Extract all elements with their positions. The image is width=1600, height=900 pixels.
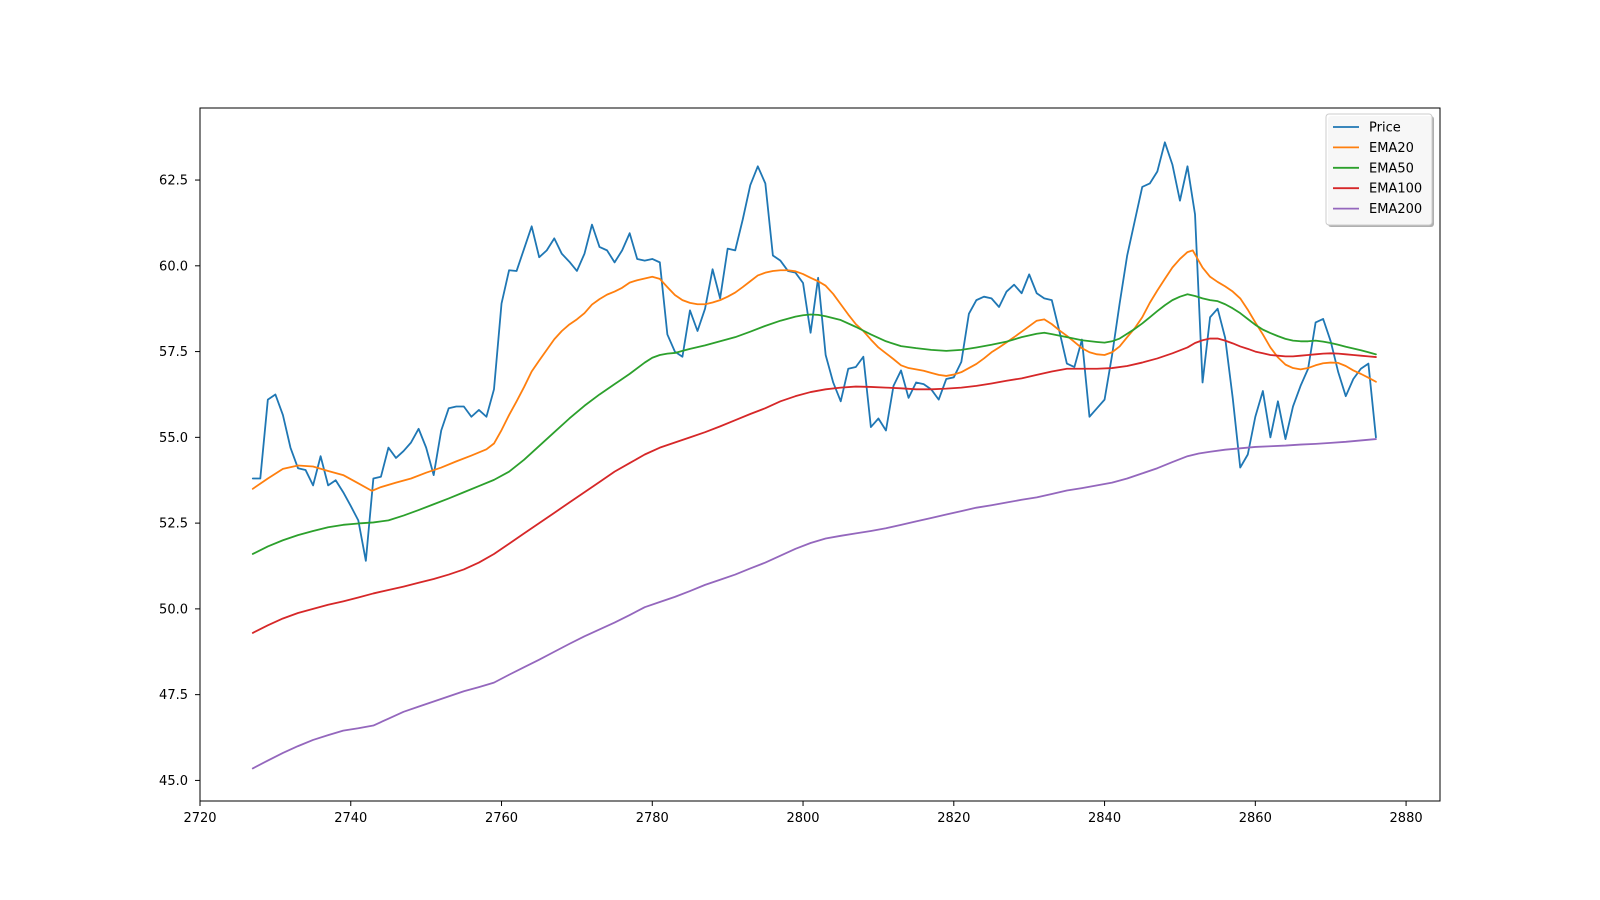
- legend-label-ema50: EMA50: [1369, 161, 1414, 176]
- series-group: [251, 141, 1377, 770]
- ema20-line: [251, 249, 1377, 492]
- x-tick-label: 2720: [183, 811, 216, 826]
- x-tick-label: 2820: [937, 811, 970, 826]
- x-tick-label: 2780: [636, 811, 669, 826]
- x-tick-label: 2800: [786, 811, 819, 826]
- y-tick-label: 50.0: [159, 602, 188, 617]
- ema50-line: [251, 293, 1377, 555]
- legend-label-ema20: EMA20: [1369, 141, 1414, 156]
- y-tick-label: 52.5: [159, 517, 188, 532]
- ema200-line: [251, 438, 1377, 770]
- x-tick-label: 2880: [1390, 811, 1423, 826]
- x-tick-label: 2860: [1239, 811, 1272, 826]
- y-tick-label: 57.5: [159, 345, 188, 360]
- y-tick-label: 45.0: [159, 774, 188, 789]
- plot-area: [199, 107, 1441, 802]
- y-tick-label: 47.5: [159, 688, 188, 703]
- legend-label-price: Price: [1369, 121, 1401, 136]
- y-tick-label: 60.0: [159, 259, 188, 274]
- price-line: [251, 141, 1377, 562]
- y-tick-label: 62.5: [159, 174, 188, 189]
- x-tick-label: 2760: [485, 811, 518, 826]
- legend: Price EMA20 EMA50 EMA100 EMA200: [1325, 113, 1434, 227]
- x-tick-label: 2840: [1088, 811, 1121, 826]
- legend-box: [1325, 113, 1433, 226]
- legend-label-ema200: EMA200: [1369, 202, 1422, 217]
- y-tick-label: 55.0: [159, 431, 188, 446]
- x-tick-label: 2740: [334, 811, 367, 826]
- legend-label-ema100: EMA100: [1369, 182, 1422, 197]
- ema100-line: [251, 337, 1377, 634]
